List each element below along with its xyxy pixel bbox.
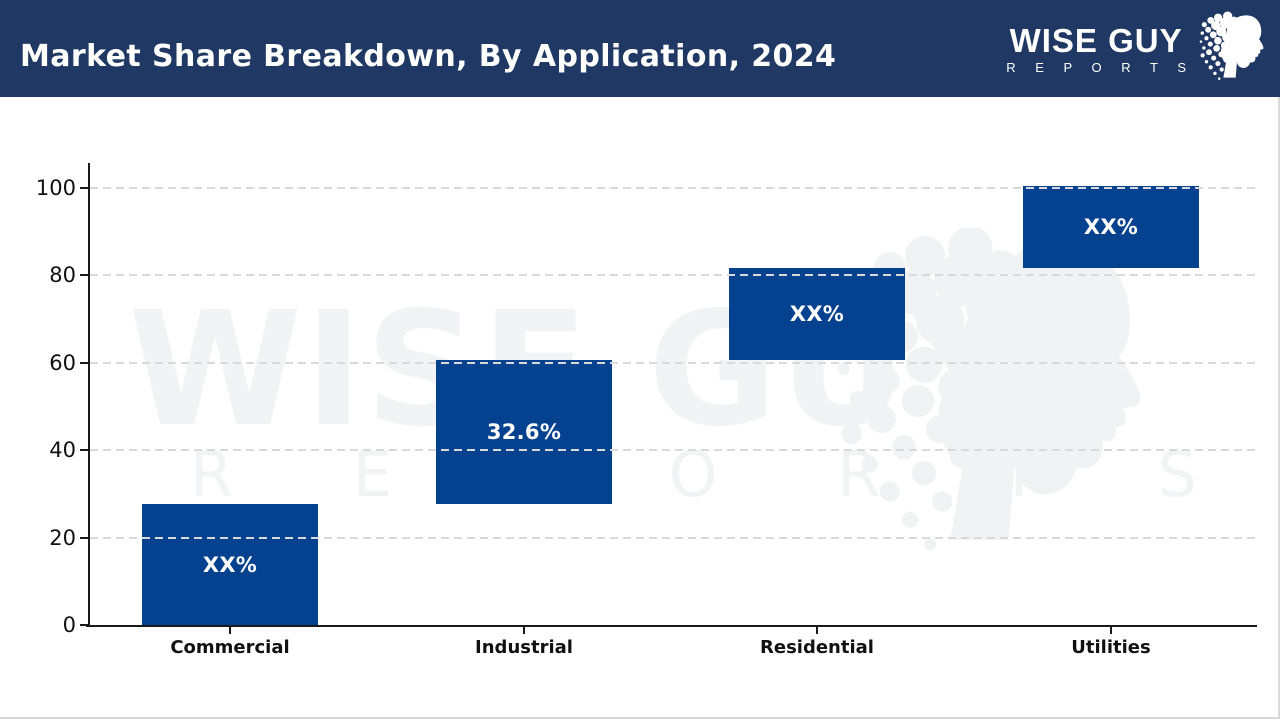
- logo-wordmark-main: WISE GUY: [1009, 22, 1183, 59]
- bar-commercial: XX%: [142, 504, 318, 625]
- y-tickmark-0: [80, 624, 88, 626]
- y-tick-label: 100: [35, 175, 76, 200]
- x-axis-line: [86, 625, 1257, 627]
- gridline-20: [90, 536, 1256, 539]
- gridline-60: [90, 361, 1256, 364]
- x-tickmark-utilities: [1110, 627, 1112, 634]
- bottom-divider: [0, 717, 1280, 719]
- watermark-head-icon: [837, 228, 1141, 551]
- x-tickmark-industrial: [523, 627, 525, 634]
- bar-value-label: XX%: [1083, 215, 1139, 239]
- x-category-label: Utilities: [1071, 637, 1151, 658]
- page-title: Market Share Breakdown, By Application, …: [20, 39, 837, 74]
- gridline-80: [90, 274, 1256, 276]
- logo-wordmark: WISE GUY R E P O R T S: [998, 22, 1194, 76]
- bar-value-label: XX%: [789, 302, 845, 326]
- gridline-40: [90, 449, 1256, 451]
- brand-logo: WISE GUY R E P O R T S: [998, 6, 1270, 92]
- y-tick-label: 80: [49, 263, 76, 287]
- bar-industrial: 32.6%: [436, 360, 612, 504]
- bar-utilities: XX%: [1023, 186, 1199, 268]
- y-axis-line: [88, 163, 90, 626]
- gridline-100: [90, 186, 1256, 189]
- x-category-label: Industrial: [475, 637, 573, 658]
- logo-wordmark-sub: R E P O R T S: [1006, 60, 1194, 75]
- x-tickmark-commercial: [229, 627, 231, 634]
- right-divider: [1278, 97, 1280, 718]
- y-tick-label: 20: [49, 525, 76, 550]
- y-tickmark-80: [80, 274, 88, 276]
- bar-value-label: 32.6%: [486, 420, 562, 444]
- x-category-label: Residential: [760, 637, 874, 658]
- y-tick-label: 60: [49, 350, 76, 375]
- y-tick-label: 0: [62, 613, 76, 637]
- wiseguy-head-logo-icon: [1199, 11, 1264, 80]
- bar-value-label: XX%: [202, 552, 258, 577]
- bar-residential: XX%: [729, 268, 905, 360]
- y-tickmark-40: [80, 449, 88, 451]
- x-category-label: Commercial: [170, 637, 290, 658]
- y-tickmark-100: [80, 186, 88, 189]
- x-tickmark-residential: [816, 627, 818, 634]
- y-tick-label: 40: [49, 438, 76, 462]
- header: Market Share Breakdown, By Application, …: [0, 0, 1280, 97]
- y-tickmark-60: [80, 361, 88, 364]
- y-tickmark-20: [80, 536, 88, 539]
